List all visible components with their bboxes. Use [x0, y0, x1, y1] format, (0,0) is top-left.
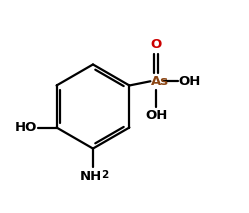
- Text: NH: NH: [80, 170, 102, 183]
- Text: 2: 2: [101, 170, 108, 180]
- Text: As: As: [151, 75, 169, 88]
- Text: OH: OH: [145, 109, 167, 122]
- Text: O: O: [151, 38, 162, 51]
- Text: HO: HO: [14, 121, 37, 134]
- Text: OH: OH: [179, 75, 201, 88]
